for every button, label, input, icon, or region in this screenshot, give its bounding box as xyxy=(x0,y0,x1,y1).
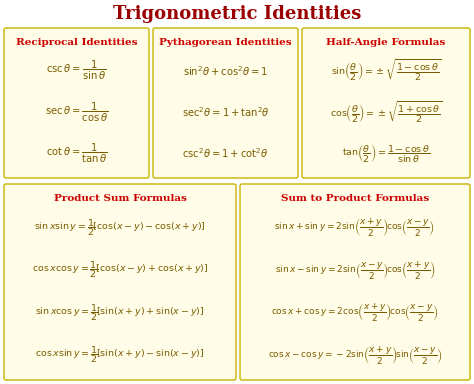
Text: $\sin x\sin y = \dfrac{1}{2}\!\left[\cos(x-y) - \cos(x+y)\right]$: $\sin x\sin y = \dfrac{1}{2}\!\left[\cos… xyxy=(34,217,206,238)
FancyBboxPatch shape xyxy=(4,184,236,380)
Text: $\cos x\sin y = \dfrac{1}{2}\!\left[\sin(x+y) - \sin(x-y)\right]$: $\cos x\sin y = \dfrac{1}{2}\!\left[\sin… xyxy=(35,344,205,365)
Text: $\sin^2\!\theta + \cos^2\!\theta = 1$: $\sin^2\!\theta + \cos^2\!\theta = 1$ xyxy=(183,64,268,78)
Text: $\csc\theta = \dfrac{1}{\sin\theta}$: $\csc\theta = \dfrac{1}{\sin\theta}$ xyxy=(46,59,107,82)
Text: $\cos x + \cos y = 2\cos\!\left(\dfrac{x+y}{2}\right)\!\cos\!\left(\dfrac{x-y}{2: $\cos x + \cos y = 2\cos\!\left(\dfrac{x… xyxy=(271,301,439,323)
FancyBboxPatch shape xyxy=(4,28,149,178)
Text: $\cot\theta = \dfrac{1}{\tan\theta}$: $\cot\theta = \dfrac{1}{\tan\theta}$ xyxy=(46,142,107,165)
Text: Trigonometric Identities: Trigonometric Identities xyxy=(113,5,361,23)
FancyBboxPatch shape xyxy=(302,28,470,178)
Text: $\sec^2\!\theta = 1 + \tan^2\!\theta$: $\sec^2\!\theta = 1 + \tan^2\!\theta$ xyxy=(182,105,269,119)
Text: $\cos x\cos y = \dfrac{1}{2}\!\left[\cos(x-y) + \cos(x+y)\right]$: $\cos x\cos y = \dfrac{1}{2}\!\left[\cos… xyxy=(32,259,208,280)
Text: $\sin x\cos y = \dfrac{1}{2}\!\left[\sin(x+y) + \sin(x-y)\right]$: $\sin x\cos y = \dfrac{1}{2}\!\left[\sin… xyxy=(35,302,205,323)
Text: Product Sum Formulas: Product Sum Formulas xyxy=(54,194,186,203)
Text: $\csc^2\!\theta = 1 + \cot^2\!\theta$: $\csc^2\!\theta = 1 + \cot^2\!\theta$ xyxy=(182,146,269,160)
Text: Reciprocal Identities: Reciprocal Identities xyxy=(16,38,137,47)
Text: $\cos x - \cos y = -2\sin\!\left(\dfrac{x+y}{2}\right)\!\sin\!\left(\dfrac{x-y}{: $\cos x - \cos y = -2\sin\!\left(\dfrac{… xyxy=(268,344,442,366)
Text: $\cos\!\left(\dfrac{\theta}{2}\right) = \pm\sqrt{\dfrac{1+\cos\theta}{2}}$: $\cos\!\left(\dfrac{\theta}{2}\right) = … xyxy=(329,99,442,125)
Text: $\tan\!\left(\dfrac{\theta}{2}\right) = \dfrac{1-\cos\theta}{\sin\theta}$: $\tan\!\left(\dfrac{\theta}{2}\right) = … xyxy=(342,142,430,164)
Text: $\sin x - \sin y = 2\sin\!\left(\dfrac{x-y}{2}\right)\!\cos\!\left(\dfrac{x+y}{2: $\sin x - \sin y = 2\sin\!\left(\dfrac{x… xyxy=(274,259,436,281)
FancyBboxPatch shape xyxy=(153,28,298,178)
Text: Sum to Product Formulas: Sum to Product Formulas xyxy=(281,194,429,203)
Text: Half-Angle Formulas: Half-Angle Formulas xyxy=(327,38,446,47)
Text: $\sec\theta = \dfrac{1}{\cos\theta}$: $\sec\theta = \dfrac{1}{\cos\theta}$ xyxy=(45,101,108,124)
Text: Pythagorean Identities: Pythagorean Identities xyxy=(159,38,292,47)
Text: $\sin x + \sin y = 2\sin\!\left(\dfrac{x+y}{2}\right)\!\cos\!\left(\dfrac{x-y}{2: $\sin x + \sin y = 2\sin\!\left(\dfrac{x… xyxy=(274,216,436,238)
FancyBboxPatch shape xyxy=(240,184,470,380)
Text: $\sin\!\left(\dfrac{\theta}{2}\right) = \pm\sqrt{\dfrac{1-\cos\theta}{2}}$: $\sin\!\left(\dfrac{\theta}{2}\right) = … xyxy=(331,58,441,83)
